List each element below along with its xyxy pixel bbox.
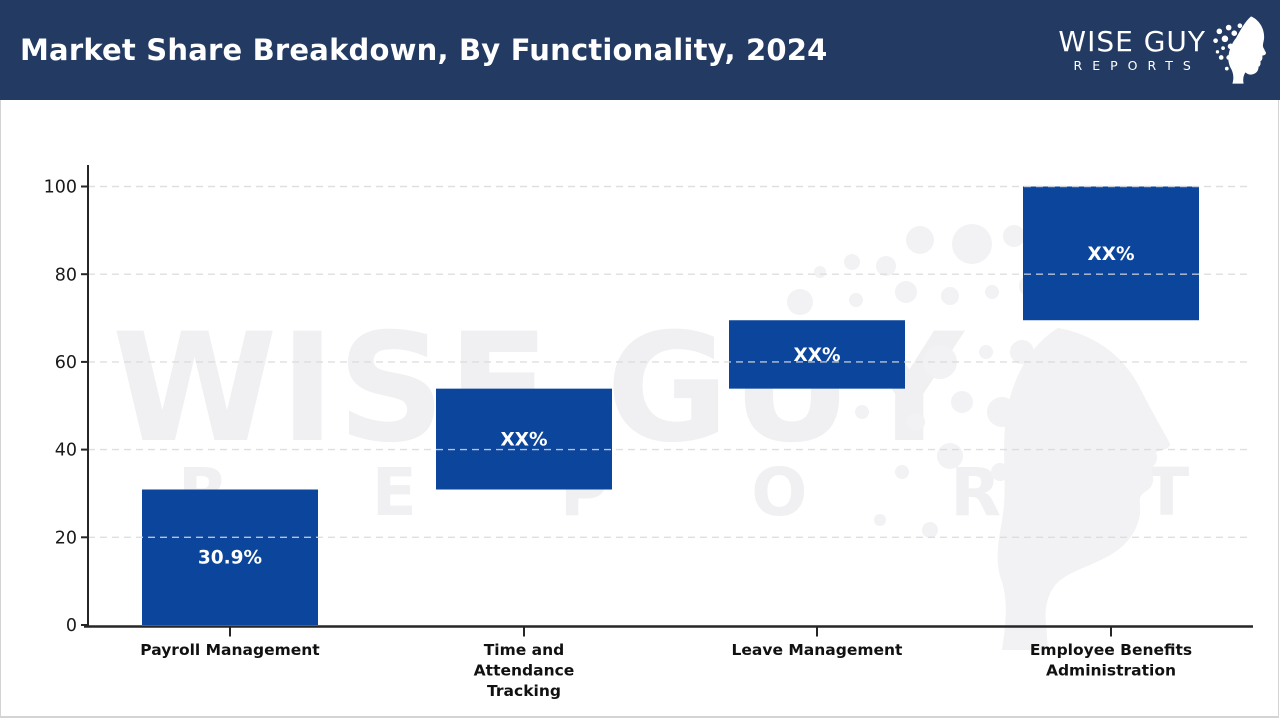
- watermark-dot: [814, 266, 826, 278]
- watermark-dot: [991, 463, 1009, 481]
- brand-subtitle: REPORTS: [1073, 57, 1201, 73]
- brand-logo-text: WISE GUY REPORTS: [1058, 24, 1206, 73]
- bar-leave-management: [729, 320, 905, 389]
- category-label: Leave Management: [732, 641, 904, 659]
- category-label: Payroll Management: [140, 641, 320, 659]
- watermark-dot: [979, 345, 993, 359]
- watermark-dot: [895, 281, 917, 303]
- watermark-dot: [874, 514, 886, 526]
- bar-time-and-attendance-tracking: [436, 388, 612, 490]
- header-banner: Market Share Breakdown, By Functionality…: [0, 0, 1280, 100]
- watermark-dot: [1025, 495, 1047, 517]
- watermark-dot: [787, 289, 813, 315]
- y-tick-label: 80: [55, 265, 77, 285]
- brand-name: WISE GUY: [1058, 24, 1206, 58]
- watermark-dot: [895, 465, 909, 479]
- watermark-dot: [985, 285, 999, 299]
- watermark-dot: [951, 391, 973, 413]
- watermark-dot: [937, 443, 963, 469]
- category-label: Attendance: [474, 662, 575, 680]
- watermark-dot: [906, 226, 934, 254]
- watermark-head-icon: [997, 328, 1170, 650]
- y-tick-label: 100: [44, 178, 77, 198]
- watermark-dot: [952, 224, 992, 264]
- category-label: Administration: [1046, 662, 1176, 680]
- watermark-dot: [1021, 585, 1035, 599]
- watermark-dot: [1010, 340, 1034, 364]
- category-label: Employee Benefits: [1030, 641, 1192, 659]
- watermark-dot: [907, 413, 925, 431]
- page-title: Market Share Breakdown, By Functionality…: [20, 33, 828, 67]
- watermark-dot: [844, 254, 860, 270]
- category-label: Time and: [484, 641, 565, 659]
- watermark-dot: [941, 287, 959, 305]
- watermark-dot: [999, 529, 1025, 555]
- bar-value-label: XX%: [1087, 244, 1134, 265]
- brand-logo: WISE GUY REPORTS: [1058, 11, 1280, 89]
- bar-payroll-management: [142, 489, 318, 625]
- watermark-dot: [987, 397, 1017, 427]
- watermark-dot: [1037, 553, 1055, 571]
- watermark-dot: [922, 522, 938, 538]
- watermark-dot: [849, 293, 863, 307]
- category-label: Tracking: [487, 682, 561, 700]
- bar-employee-benefits-administration: [1023, 186, 1199, 321]
- bar-value-label: XX%: [793, 345, 840, 366]
- bar-value-label: XX%: [500, 430, 547, 451]
- watermark-dot: [855, 405, 869, 419]
- y-tick-label: 0: [66, 616, 77, 636]
- bar-value-label: 30.9%: [198, 548, 262, 569]
- watermark-dot: [1003, 225, 1025, 247]
- y-tick-label: 40: [55, 441, 77, 461]
- wise-guy-head-icon: [1213, 16, 1266, 84]
- watermark-dot: [876, 256, 896, 276]
- y-tick-label: 20: [55, 528, 77, 548]
- y-tick-label: 60: [55, 353, 77, 373]
